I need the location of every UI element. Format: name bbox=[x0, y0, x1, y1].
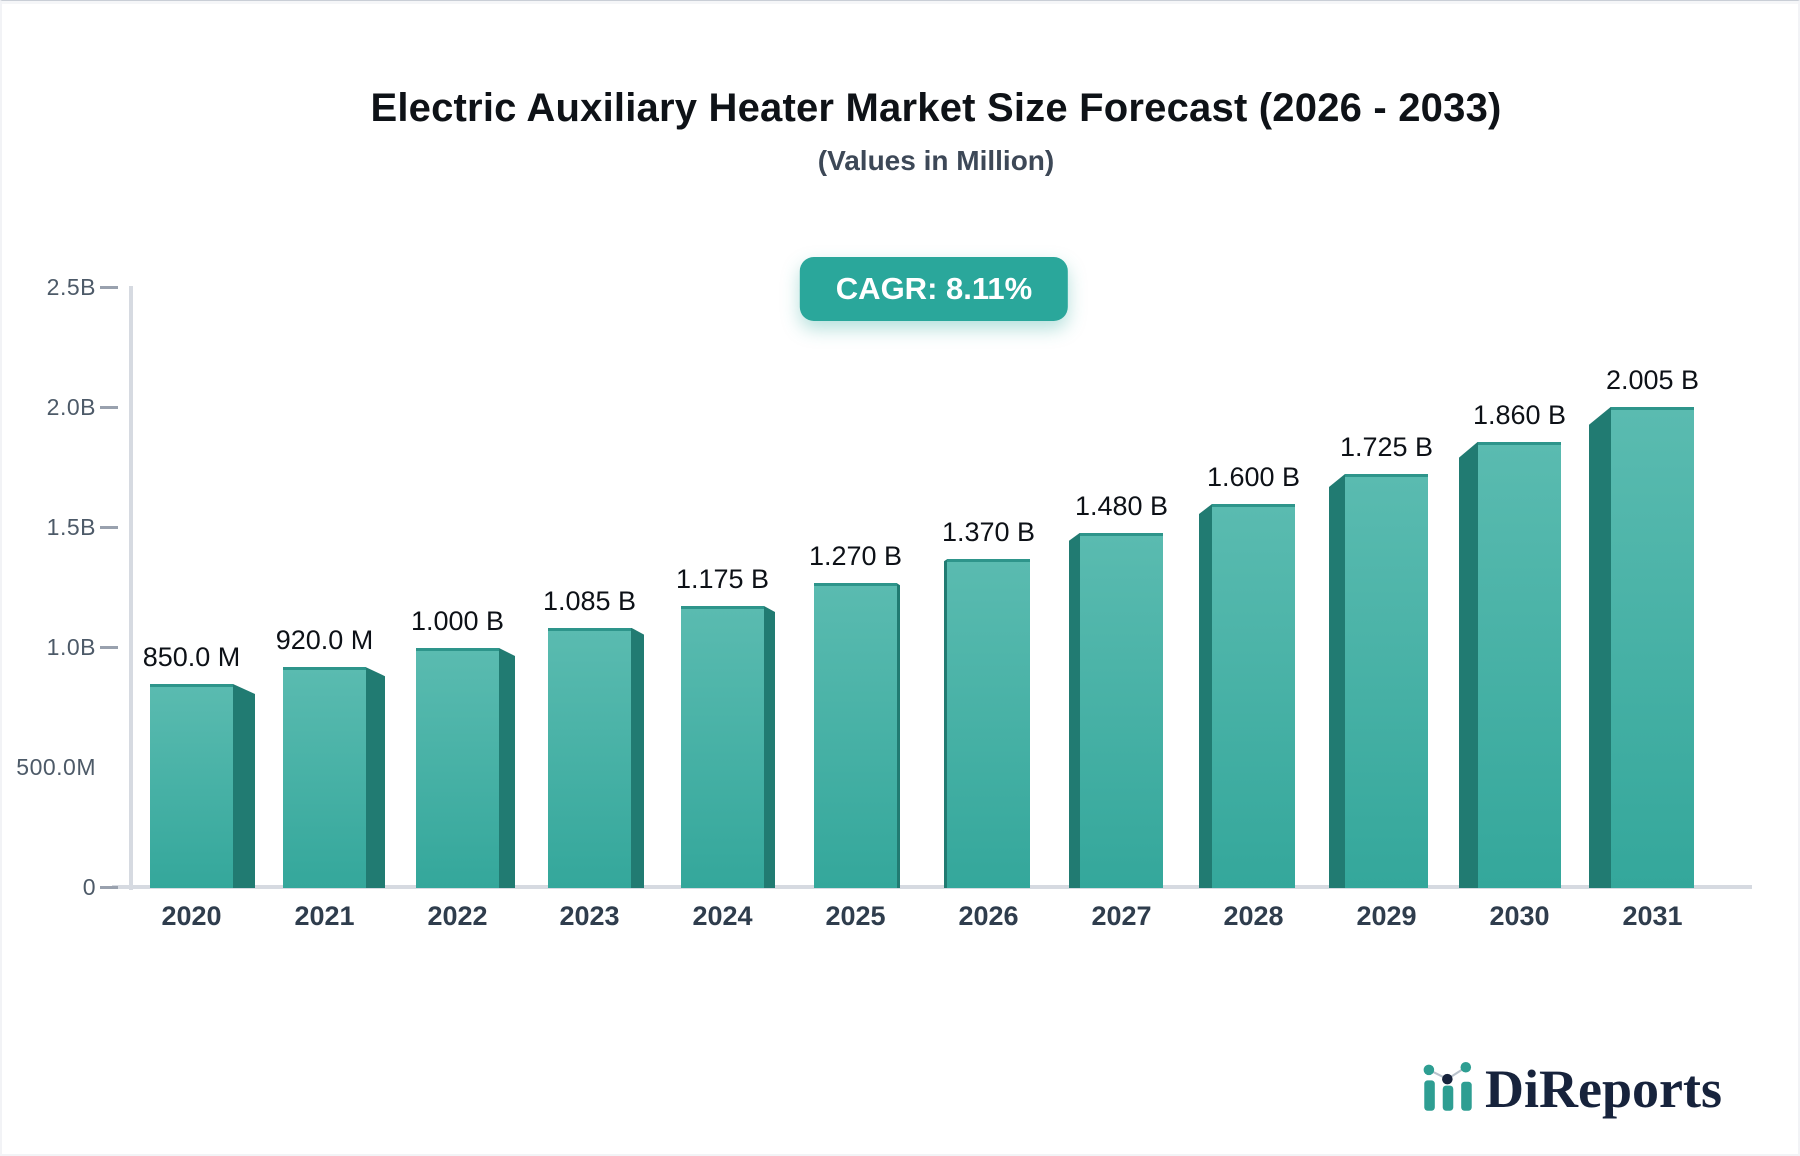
bar-side-face bbox=[366, 667, 385, 888]
chart-title: Electric Auxiliary Heater Market Size Fo… bbox=[370, 86, 1502, 130]
bar-side-face bbox=[897, 583, 900, 888]
x-category-label: 2026 bbox=[958, 901, 1019, 931]
bar-value-label: 1.175 B bbox=[675, 564, 770, 594]
y-tick-label: 1.5B bbox=[46, 514, 96, 540]
bar-2028 bbox=[1212, 504, 1295, 888]
x-category-label: 2021 bbox=[294, 901, 355, 931]
bar-side-face bbox=[1329, 474, 1345, 888]
bar-side-face bbox=[1199, 504, 1212, 888]
bar-side-face bbox=[1069, 532, 1080, 888]
y-tick-dash bbox=[100, 886, 118, 889]
bar-side-face bbox=[1459, 441, 1478, 888]
cagr-badge: CAGR: 8.11% bbox=[799, 257, 1069, 321]
chart-subtitle: (Values in Million) bbox=[817, 145, 1055, 176]
bar-value-label: 1.085 B bbox=[542, 585, 637, 616]
x-category-label: 2028 bbox=[1223, 901, 1284, 931]
bar-value-label: 920.0 M bbox=[275, 625, 374, 656]
bar-side-face bbox=[944, 559, 947, 888]
bar-2026 bbox=[947, 559, 1030, 888]
x-category-label: 2022 bbox=[427, 901, 488, 931]
bar-side-face bbox=[233, 684, 255, 888]
x-category-label: 2027 bbox=[1091, 901, 1152, 931]
bar-value-label: 1.600 B bbox=[1206, 462, 1301, 492]
bar-value-label: 850.0 M bbox=[142, 642, 241, 672]
y-tick-label: 2.5B bbox=[46, 274, 96, 300]
bar-2025 bbox=[814, 583, 897, 888]
bar-2030 bbox=[1478, 441, 1561, 888]
bar-2031 bbox=[1611, 406, 1694, 888]
bar-2023 bbox=[548, 627, 631, 888]
bar-value-label: 1.000 B bbox=[410, 606, 505, 636]
y-axis-line bbox=[129, 286, 133, 890]
bar-2027 bbox=[1080, 532, 1163, 888]
x-category-label: 2020 bbox=[161, 901, 222, 931]
bar-side-face bbox=[631, 627, 644, 888]
y-tick-label: 1.0B bbox=[46, 634, 96, 660]
y-tick-dash bbox=[100, 526, 118, 529]
bar-side-face bbox=[499, 648, 515, 888]
y-tick-dash bbox=[100, 286, 118, 289]
mini-bar-chart-icon bbox=[1423, 1061, 1472, 1111]
y-tick-dash bbox=[100, 406, 118, 409]
bar-2022 bbox=[416, 648, 499, 888]
bar-value-label: 1.860 B bbox=[1472, 399, 1567, 430]
x-category-label: 2029 bbox=[1356, 901, 1417, 931]
bar-value-label: 1.270 B bbox=[808, 541, 903, 572]
direports-logo: DiReports bbox=[1419, 1058, 1722, 1116]
bar-value-label: 1.480 B bbox=[1074, 490, 1169, 521]
logo-text: DiReports bbox=[1485, 1059, 1722, 1119]
bar-side-face bbox=[1589, 406, 1611, 888]
y-tick-label: 2.0B bbox=[46, 394, 96, 420]
y-tick-label: 0 bbox=[82, 874, 96, 900]
y-tick-label: 500.0M bbox=[16, 754, 96, 780]
bar-2020 bbox=[150, 684, 233, 888]
bar-value-label: 1.725 B bbox=[1339, 432, 1434, 462]
x-category-label: 2025 bbox=[825, 901, 886, 931]
x-category-label: 2030 bbox=[1489, 901, 1550, 931]
x-category-label: 2024 bbox=[692, 901, 753, 931]
x-category-label: 2031 bbox=[1622, 901, 1683, 931]
bar-2021 bbox=[283, 667, 366, 888]
bar-value-label: 2.005 B bbox=[1605, 364, 1700, 395]
bar-side-face bbox=[764, 606, 775, 888]
bar-value-label: 1.370 B bbox=[941, 517, 1036, 548]
x-category-label: 2023 bbox=[559, 901, 620, 931]
bar-2024 bbox=[681, 606, 764, 888]
x-axis-line bbox=[112, 885, 1752, 889]
chart-header: Electric Auxiliary Heater Market Size Fo… bbox=[72, 86, 1800, 177]
y-tick-dash bbox=[100, 646, 118, 649]
bar-2029 bbox=[1345, 474, 1428, 888]
